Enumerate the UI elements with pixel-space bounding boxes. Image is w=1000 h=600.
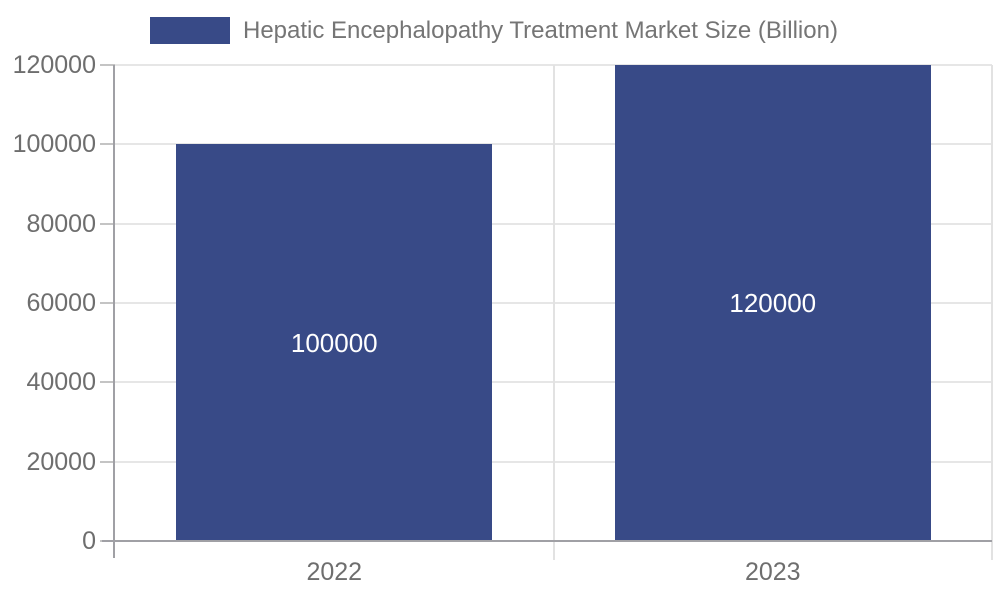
plot-right-border bbox=[991, 65, 993, 560]
category-boundary-line bbox=[552, 65, 555, 560]
y-tick-mark bbox=[100, 64, 115, 66]
y-tick-label: 0 bbox=[82, 527, 96, 555]
y-tick-label: 80000 bbox=[26, 209, 96, 238]
y-tick-label: 40000 bbox=[26, 368, 96, 397]
bar-value-label: 100000 bbox=[290, 327, 378, 358]
y-tick-label: 60000 bbox=[26, 289, 96, 317]
legend-swatch bbox=[150, 17, 230, 44]
bar-value-label: 120000 bbox=[729, 288, 817, 318]
y-tick-label: 20000 bbox=[26, 447, 96, 476]
x-tick-label: 2022 bbox=[306, 558, 363, 586]
y-axis-line bbox=[113, 65, 115, 558]
y-tick-mark bbox=[100, 381, 115, 384]
x-tick-label: 2023 bbox=[744, 558, 801, 586]
y-tick-label: 100000 bbox=[12, 130, 96, 159]
bar-2023[interactable] bbox=[614, 65, 931, 540]
y-tick-mark bbox=[100, 143, 115, 146]
y-tick-label: 120000 bbox=[12, 51, 96, 79]
x-axis-line bbox=[102, 540, 992, 542]
legend-label: Hepatic Encephalopathy Treatment Market … bbox=[243, 17, 838, 44]
y-tick-mark bbox=[100, 222, 115, 225]
y-tick-mark bbox=[100, 460, 115, 463]
bar-2022[interactable] bbox=[176, 144, 493, 540]
y-tick-mark bbox=[100, 302, 115, 304]
